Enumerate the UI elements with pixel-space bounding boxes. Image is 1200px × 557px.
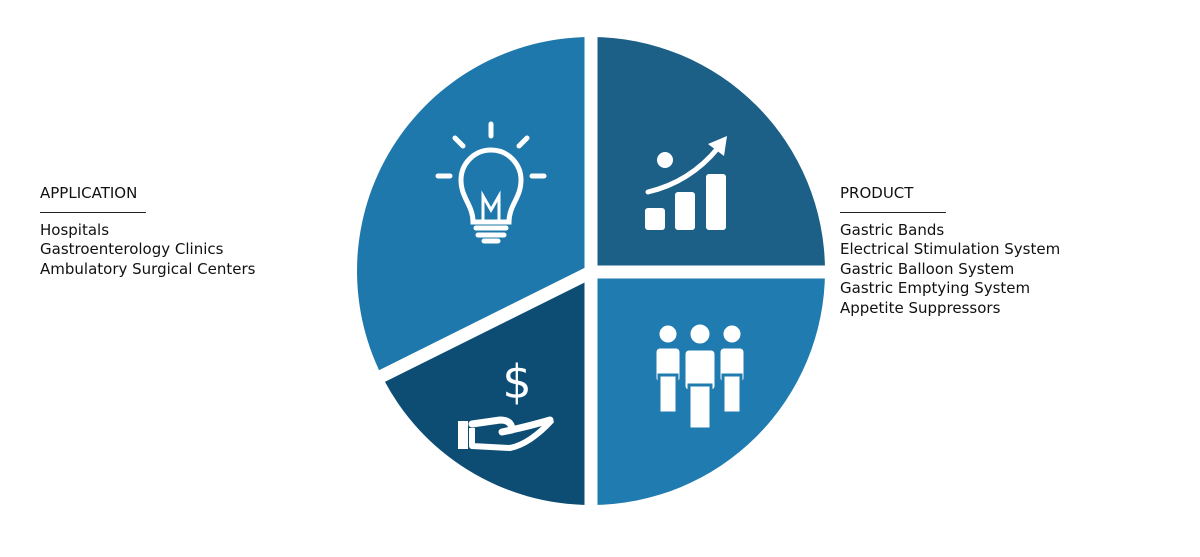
application-item: Hospitals (40, 220, 110, 239)
product-heading: PRODUCT (840, 184, 914, 202)
product-item: Gastric Emptying System (840, 279, 1031, 297)
product-item: Electrical Stimulation System (840, 240, 1061, 258)
application-item: Gastroenterology Clinics (40, 240, 224, 258)
product-item: Appetite Suppressors (840, 298, 1001, 317)
application-item: Ambulatory Surgical Centers (40, 259, 256, 278)
product-panel: PRODUCT Gastric Bands Electrical Stimula… (840, 184, 1060, 318)
money-hand-icon: $ (458, 355, 555, 451)
growth-chart-icon (645, 136, 727, 230)
product-item: Gastric Balloon System (840, 259, 1015, 278)
application-panel: APPLICATION Hospitals Gastroenterology C… (40, 184, 255, 279)
application-heading: APPLICATION (40, 184, 138, 202)
segment-top-right (591, 37, 825, 271)
lightbulb-icon (435, 121, 547, 244)
divider (40, 211, 146, 213)
product-item: Gastric Bands (840, 220, 945, 239)
people-group-icon (653, 321, 747, 431)
divider (840, 211, 946, 213)
segment-left (357, 37, 591, 376)
segment-gaps (357, 20, 840, 520)
svg-text:$: $ (502, 355, 531, 409)
segment-bottom-left (381, 271, 591, 505)
